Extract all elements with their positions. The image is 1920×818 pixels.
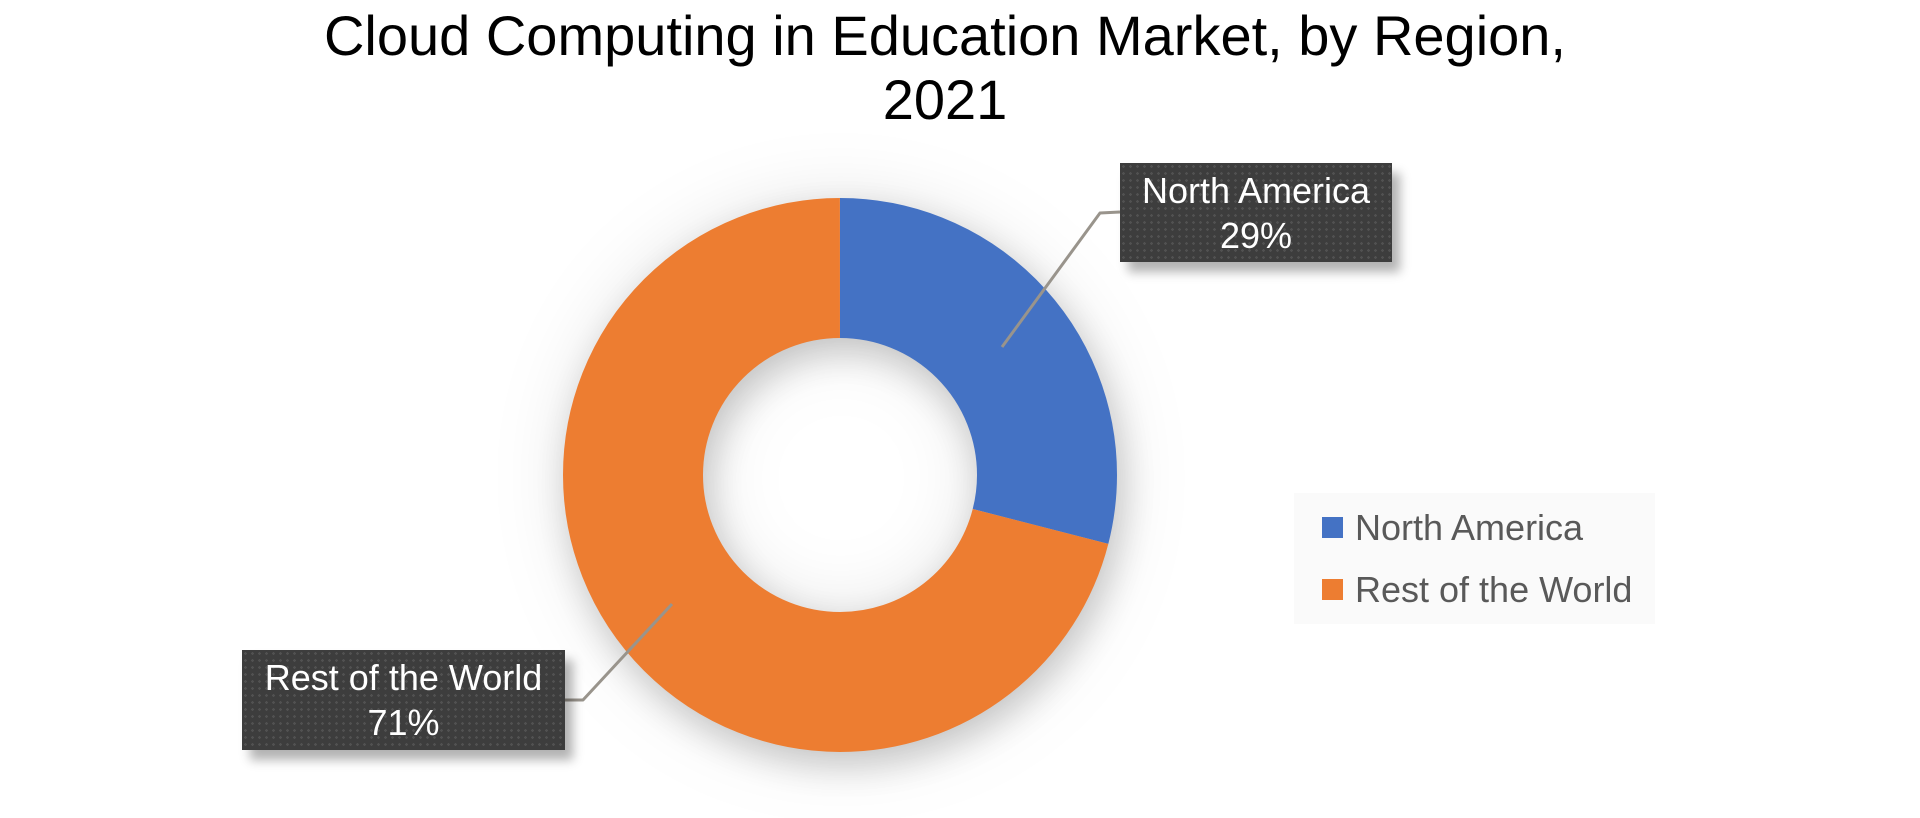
legend-item-north-america: North America bbox=[1322, 506, 1655, 548]
donut-ring bbox=[563, 198, 1117, 752]
legend: North America Rest of the World bbox=[1294, 493, 1655, 624]
callout-rest-of-world: Rest of the World 71% bbox=[242, 650, 565, 750]
callout-north-america-label: North America bbox=[1141, 169, 1371, 211]
leader-line-rest-of-world bbox=[565, 602, 674, 702]
legend-label-north-america: North America bbox=[1355, 506, 1584, 548]
callout-north-america-value: 29% bbox=[1219, 214, 1293, 256]
callout-rest-of-world-value: 71% bbox=[367, 702, 440, 743]
legend-item-rest-of-world: Rest of the World bbox=[1322, 568, 1655, 610]
legend-label-rest-of-world: Rest of the World bbox=[1355, 568, 1633, 610]
callout-north-america: North America 29% bbox=[1120, 163, 1392, 262]
chart-title: Cloud Computing in Education Market, by … bbox=[0, 4, 1890, 132]
chart-title-line1: Cloud Computing in Education Market, by … bbox=[323, 4, 1566, 67]
chart-title-line2: 2021 bbox=[882, 67, 1008, 131]
callout-rest-of-world-label: Rest of the World bbox=[264, 657, 543, 698]
donut-segment-rest-of-world bbox=[563, 198, 1117, 752]
legend-swatch-north-america bbox=[1322, 517, 1343, 538]
leader-line-north-america bbox=[1000, 210, 1121, 348]
legend-swatch-rest-of-world bbox=[1322, 579, 1343, 600]
